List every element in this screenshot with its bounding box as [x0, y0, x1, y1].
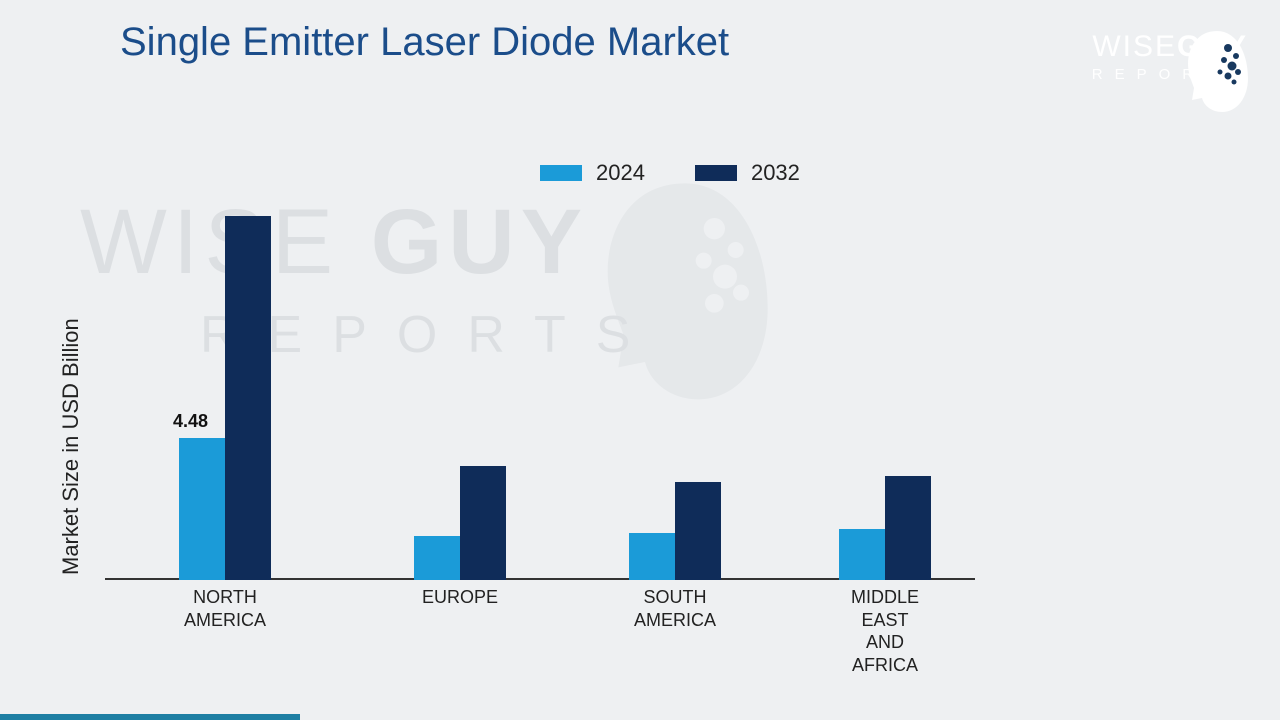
x-axis-category-label: NORTHAMERICA [145, 586, 305, 631]
bar-group [595, 482, 755, 580]
chart-title: Single Emitter Laser Diode Market [120, 20, 729, 65]
bar-value-label: 4.48 [173, 411, 208, 432]
legend-item-2032: 2032 [695, 160, 800, 186]
bottom-accent [0, 714, 300, 720]
bar-2032 [460, 466, 506, 580]
bar-2032 [225, 216, 271, 580]
legend-swatch-2032 [695, 165, 737, 181]
bar-2024 [839, 529, 885, 580]
legend-item-2024: 2024 [540, 160, 645, 186]
bar-group [805, 476, 965, 581]
y-axis-label: Market Size in USD Billion [58, 318, 84, 575]
brand-logo: WISEGUY REPORTS [1092, 30, 1248, 83]
bar-2024 [414, 536, 460, 580]
bar-group [145, 216, 305, 580]
legend-label-2032: 2032 [751, 160, 800, 186]
x-axis-category-label: SOUTHAMERICA [595, 586, 755, 631]
plot-area: 4.48NORTHAMERICAEUROPESOUTHAMERICAMIDDLE… [105, 200, 975, 580]
brain-head-icon [1182, 26, 1252, 116]
bar-group [380, 466, 540, 580]
legend: 2024 2032 [540, 160, 800, 186]
bar-2024 [629, 533, 675, 581]
legend-swatch-2024 [540, 165, 582, 181]
chart-stage: WISEGUY REPORTS WISE GUY REPORTS Single … [0, 0, 1280, 720]
bar-2032 [885, 476, 931, 581]
x-axis-category-label: MIDDLEEASTANDAFRICA [805, 586, 965, 676]
bar-2024 [179, 438, 225, 580]
brand-wise: WISE [1092, 30, 1177, 63]
x-axis-category-label: EUROPE [380, 586, 540, 609]
bar-2032 [675, 482, 721, 580]
legend-label-2024: 2024 [596, 160, 645, 186]
